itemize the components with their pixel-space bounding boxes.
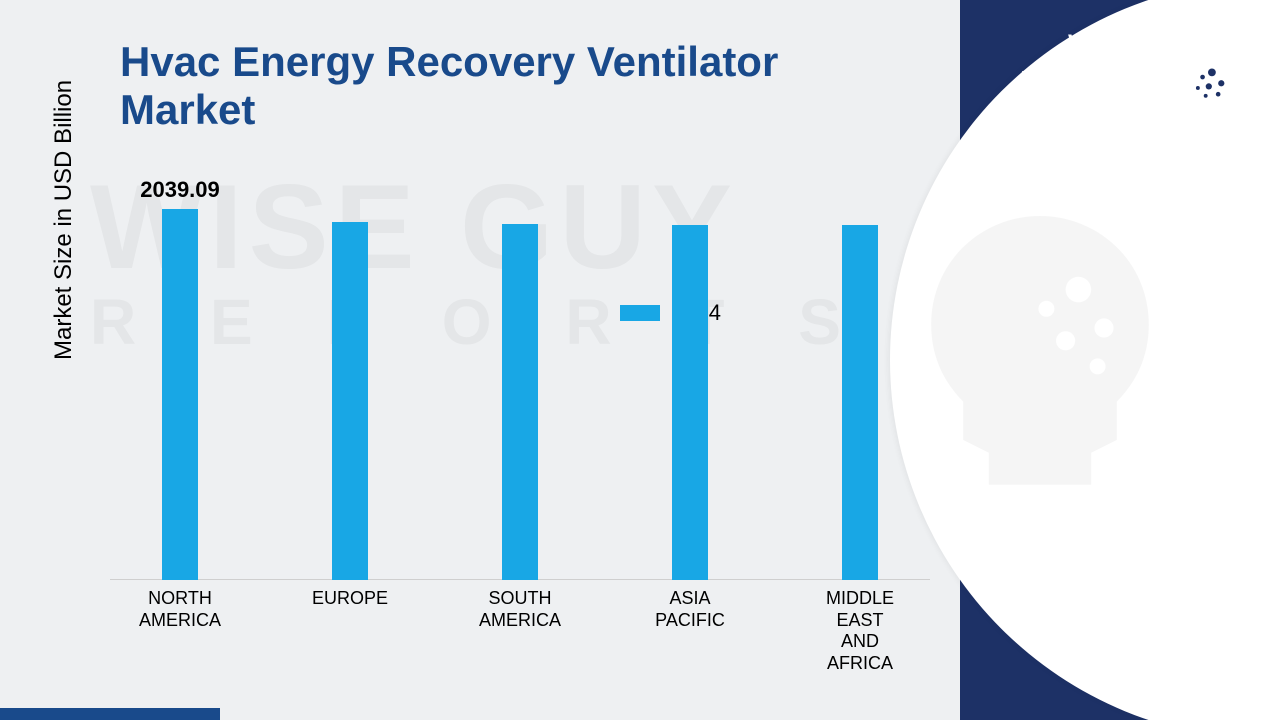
category-label: MIDDLEEASTANDAFRICA bbox=[790, 588, 930, 674]
chart-title: Hvac Energy Recovery Ventilator Market bbox=[120, 38, 820, 135]
bar bbox=[332, 222, 368, 580]
bar-value-label: 2039.09 bbox=[110, 177, 250, 203]
category-label: SOUTHAMERICA bbox=[450, 588, 590, 631]
chart-canvas: WISE GUY R E P O R T S Hvac Energy Recov… bbox=[0, 0, 1280, 720]
logo-head-icon bbox=[1162, 50, 1240, 140]
brand-logo: WISE GUY R E P O R T S bbox=[1021, 28, 1254, 87]
category-label: EUROPE bbox=[280, 588, 420, 610]
bar bbox=[162, 209, 198, 580]
footer-accent-bar bbox=[0, 708, 220, 720]
y-axis-label: Market Size in USD Billion bbox=[50, 80, 78, 360]
bar bbox=[502, 224, 538, 580]
bar bbox=[842, 225, 878, 580]
plot-area: 2039.09 bbox=[110, 180, 930, 580]
bar bbox=[672, 225, 708, 580]
category-label: NORTHAMERICA bbox=[110, 588, 250, 631]
category-label: ASIAPACIFIC bbox=[620, 588, 760, 631]
